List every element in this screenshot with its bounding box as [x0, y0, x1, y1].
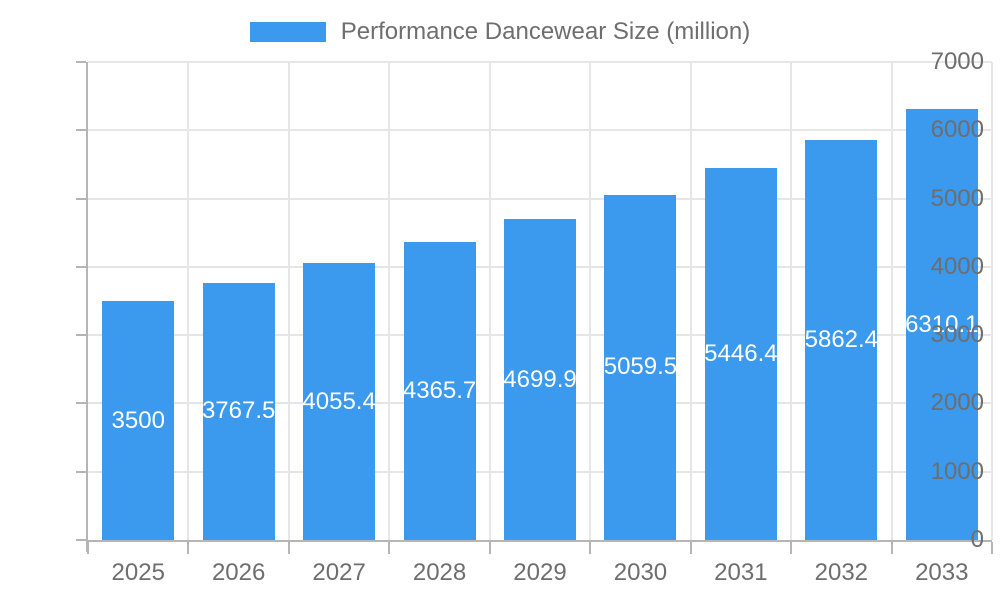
y-axis-tick: [76, 61, 86, 63]
x-axis-label: 2029: [513, 559, 567, 586]
x-gridline: [388, 62, 391, 540]
x-axis-label: 2030: [613, 559, 668, 586]
y-axis-label: 3000: [930, 321, 984, 349]
x-axis-label: 2025: [111, 559, 165, 586]
bar[interactable]: 5446.4: [704, 168, 778, 540]
x-axis-label: 2031: [714, 559, 768, 586]
y-axis-line: [86, 62, 88, 552]
bar-value-label: 5862.4: [804, 325, 879, 353]
x-axis-tick: [87, 542, 89, 554]
y-axis-label: 7000: [930, 48, 984, 75]
bar[interactable]: 4055.4: [302, 263, 376, 540]
x-gridline: [187, 62, 190, 540]
bar[interactable]: 3767.5: [201, 282, 276, 540]
x-axis-tick: [488, 542, 491, 554]
x-axis-tick: [187, 542, 190, 554]
x-axis-tick: [589, 542, 592, 554]
bar[interactable]: 3500: [102, 301, 175, 540]
bar-value-label: 5446.4: [704, 340, 778, 368]
bar-value-label: 4699.9: [503, 365, 577, 393]
plot-area: 3500 3767.5 4055.4 4365.7 4699.9 5059.5 5446.4…: [76, 61, 993, 554]
x-gridline: [287, 62, 290, 540]
x-gridline: [991, 62, 993, 540]
y-gridline: [88, 197, 992, 200]
y-axis-label: 1000: [930, 457, 984, 485]
y-gridline: [88, 129, 992, 132]
x-axis-label: 2027: [312, 559, 366, 586]
x-axis-tick: [388, 542, 391, 554]
y-axis-tick: [76, 402, 86, 405]
y-axis-label: 0: [970, 526, 984, 553]
bar-value-label: 5059.5: [603, 353, 678, 381]
y-axis-label: 4000: [930, 252, 984, 280]
y-axis-label: 2000: [930, 389, 984, 417]
legend-swatch: [249, 22, 326, 42]
x-axis-tick: [890, 542, 893, 554]
y-axis-tick: [76, 265, 86, 268]
x-axis-label: 2032: [814, 559, 869, 586]
x-gridline: [689, 62, 692, 540]
x-gridline: [890, 62, 893, 540]
x-axis-tick: [790, 542, 793, 554]
bar-value-label: 6310.1: [905, 310, 979, 338]
x-gridline: [488, 62, 491, 540]
x-axis-tick: [991, 542, 993, 554]
x-axis-label: 2033: [915, 559, 969, 586]
y-axis-label: 5000: [930, 184, 984, 212]
bar-value-label: 4365.7: [402, 376, 477, 404]
x-axis-label: 2026: [211, 559, 266, 586]
x-axis-label: 2028: [412, 559, 467, 586]
bar[interactable]: 5059.5: [603, 194, 678, 540]
y-axis-label: 6000: [930, 116, 984, 144]
y-axis-tick: [76, 334, 86, 337]
y-axis-tick: [76, 197, 86, 200]
x-axis-tick: [689, 542, 692, 554]
bar-value-label: 4055.4: [302, 387, 376, 415]
legend-label: Performance Dancewear Size (million): [340, 18, 751, 45]
bar[interactable]: 4365.7: [402, 241, 477, 540]
y-axis-tick: [76, 470, 86, 473]
x-axis-tick: [287, 542, 290, 554]
bar-value-label: 3500: [111, 406, 165, 434]
bar[interactable]: 4699.9: [503, 219, 577, 540]
chart-legend[interactable]: Performance Dancewear Size (million): [0, 20, 1000, 44]
bar[interactable]: 6310.1: [905, 109, 979, 540]
bar[interactable]: 5862.4: [804, 139, 879, 540]
bar-value-label: 3767.5: [201, 397, 276, 425]
y-axis-tick: [76, 539, 86, 541]
y-gridline: [88, 61, 992, 63]
x-gridline: [790, 62, 793, 540]
y-axis-tick: [76, 129, 86, 132]
x-gridline: [589, 62, 592, 540]
x-axis-line: [86, 540, 992, 542]
